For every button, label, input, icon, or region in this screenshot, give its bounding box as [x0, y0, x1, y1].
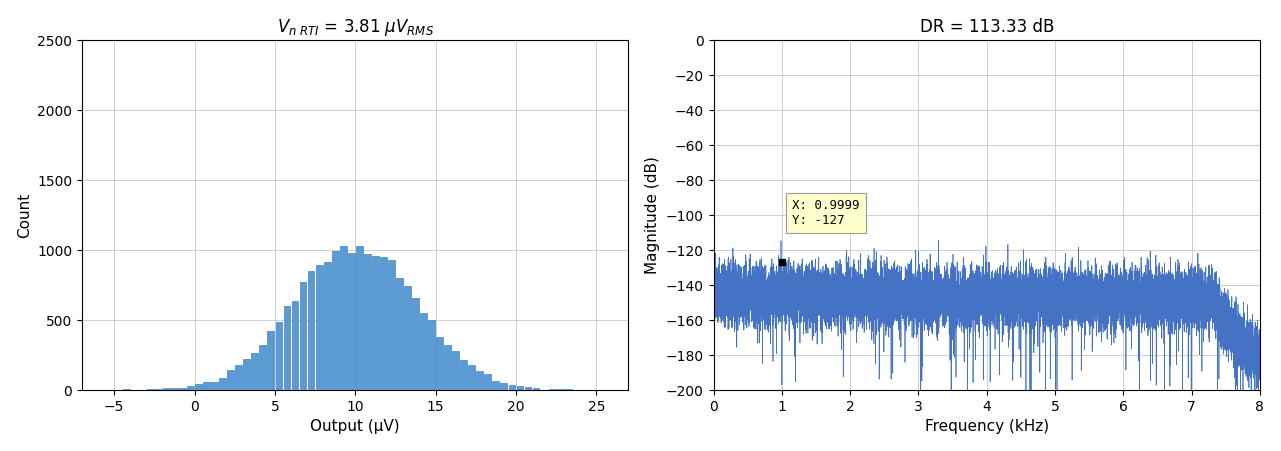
Bar [307, 271, 314, 390]
Bar [227, 370, 234, 390]
Bar [388, 260, 395, 390]
Bar [219, 377, 225, 390]
Title: DR = 113.33 dB: DR = 113.33 dB [920, 18, 1054, 36]
Bar [348, 253, 355, 390]
Bar [292, 301, 298, 390]
Bar [412, 298, 419, 390]
Bar [332, 251, 338, 390]
Bar [477, 371, 483, 390]
Bar [533, 388, 539, 390]
Bar [484, 373, 491, 390]
Bar [452, 351, 459, 390]
Bar [445, 345, 451, 390]
Bar [204, 382, 210, 390]
Bar [283, 306, 291, 390]
Y-axis label: Count: Count [17, 193, 32, 238]
X-axis label: Frequency (kHz): Frequency (kHz) [925, 419, 1049, 434]
Bar [516, 386, 524, 390]
Bar [315, 265, 323, 390]
Bar [251, 353, 259, 390]
Bar [404, 286, 411, 390]
Bar [195, 384, 202, 390]
Y-axis label: Magnitude (dB): Magnitude (dB) [646, 156, 660, 274]
Bar [460, 360, 468, 390]
Text: X: 0.9999
Y: -127: X: 0.9999 Y: -127 [792, 199, 860, 227]
Bar [300, 282, 306, 390]
Bar [356, 246, 363, 390]
Bar [420, 313, 427, 390]
X-axis label: Output (μV): Output (μV) [310, 419, 400, 434]
Bar [557, 389, 564, 390]
Bar [339, 246, 347, 390]
Bar [243, 359, 250, 390]
Bar [371, 256, 379, 390]
Bar [396, 278, 402, 390]
Bar [428, 320, 436, 390]
Bar [509, 385, 515, 390]
Bar [380, 257, 387, 390]
Bar [548, 389, 556, 390]
Bar [268, 331, 274, 390]
Bar [469, 365, 475, 390]
Bar [179, 388, 186, 390]
Bar [364, 253, 370, 390]
Bar [211, 382, 218, 390]
Bar [501, 383, 507, 390]
Bar [260, 345, 266, 390]
Bar [163, 388, 170, 390]
Bar [275, 322, 282, 390]
Bar [236, 365, 242, 390]
Bar [147, 389, 154, 390]
Bar [437, 337, 443, 390]
Bar [492, 381, 500, 390]
Bar [172, 388, 178, 390]
Bar [525, 387, 532, 390]
Bar [324, 262, 330, 390]
Title: $V_{n\ RTI}$ = 3.81 $\mu V_{RMS}$: $V_{n\ RTI}$ = 3.81 $\mu V_{RMS}$ [277, 17, 434, 38]
Bar [187, 386, 193, 390]
